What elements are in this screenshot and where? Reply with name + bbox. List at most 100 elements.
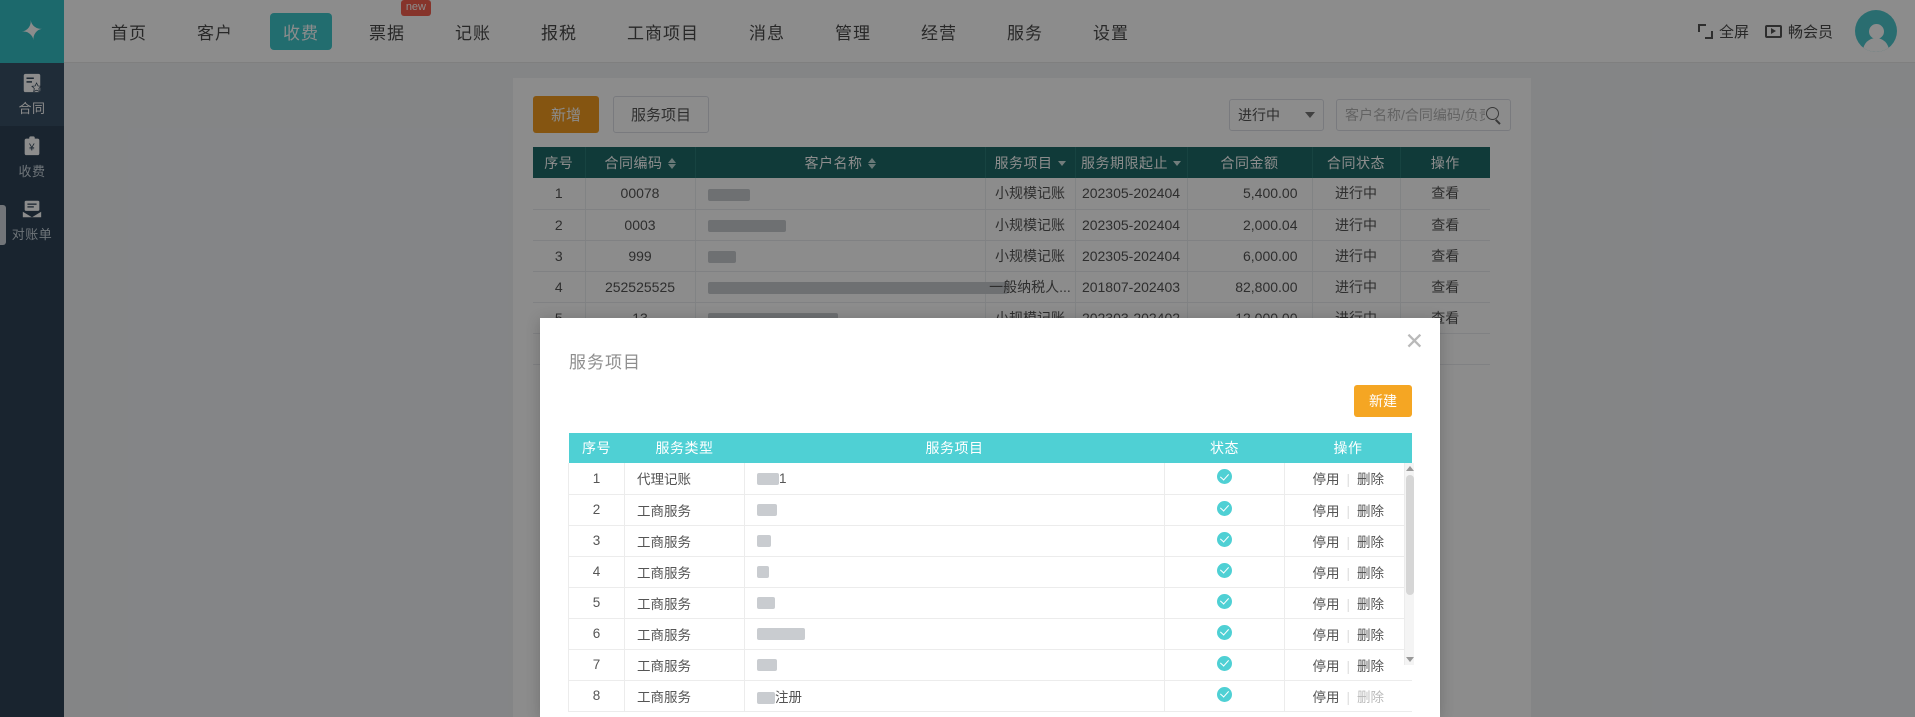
search-icon[interactable] bbox=[1486, 106, 1502, 123]
service-items-body: 1 代理记账 1 停用 | 删除 2 工商服务 停用 | 删除 3 工商服务 停用 | 删除 4 工商服务 停用 | 删… bbox=[568, 463, 1412, 712]
cell-action[interactable]: 查看 bbox=[1400, 271, 1490, 303]
chevron-down-icon[interactable] bbox=[1173, 161, 1181, 167]
disable-link[interactable]: 停用 bbox=[1312, 596, 1340, 612]
col-header-2[interactable]: 客户名称 bbox=[695, 147, 986, 178]
nav-item-0[interactable]: 首页 bbox=[98, 13, 160, 50]
delete-link[interactable]: 删除 bbox=[1357, 534, 1384, 550]
avatar[interactable] bbox=[1855, 10, 1897, 52]
nav-item-11[interactable]: 设置 bbox=[1080, 13, 1142, 50]
disable-link[interactable]: 停用 bbox=[1312, 503, 1340, 519]
col-header-7: 操作 bbox=[1400, 147, 1490, 178]
nav-item-6[interactable]: 工商项目 bbox=[614, 13, 712, 50]
redacted-value bbox=[757, 597, 775, 610]
nav-item-5[interactable]: 报税 bbox=[528, 13, 590, 50]
app-logo[interactable]: ✦ bbox=[0, 0, 64, 63]
view-link[interactable]: 查看 bbox=[1431, 185, 1460, 202]
chevron-down-icon[interactable] bbox=[1057, 161, 1066, 167]
list-item[interactable]: 3 工商服务 停用 | 删除 bbox=[568, 525, 1412, 557]
disable-link[interactable]: 停用 bbox=[1312, 472, 1340, 488]
add-button[interactable]: 新增 bbox=[533, 96, 600, 133]
modal-table-wrap: 序号 服务类型 服务项目 状态 操作 1 代理记账 1 停用 | 删除 2 工商服务 停用 | 删除 3 工商服… bbox=[568, 433, 1414, 712]
new-button[interactable]: 新建 bbox=[1354, 385, 1412, 417]
list-item[interactable]: 5 工商服务 停用 | 删除 bbox=[568, 587, 1412, 619]
redacted-value bbox=[757, 566, 769, 579]
toolbar-right: 进行中 bbox=[1229, 98, 1511, 131]
cell-action[interactable]: 查看 bbox=[1400, 178, 1490, 210]
delete-link[interactable]: 删除 bbox=[1357, 658, 1384, 674]
disable-link[interactable]: 停用 bbox=[1312, 627, 1340, 643]
list-item[interactable]: 6 工商服务 停用 | 删除 bbox=[568, 618, 1412, 650]
view-link[interactable]: 查看 bbox=[1431, 278, 1460, 295]
nav-item-9[interactable]: 经营 bbox=[908, 13, 970, 50]
list-item[interactable]: 2 工商服务 停用 | 删除 bbox=[568, 494, 1412, 526]
col-header-label: 序号 bbox=[544, 154, 574, 171]
modal-title: 服务项目 bbox=[569, 353, 641, 372]
action-separator: | bbox=[1346, 627, 1350, 643]
disable-link[interactable]: 停用 bbox=[1312, 658, 1340, 674]
delete-link[interactable]: 删除 bbox=[1357, 596, 1384, 612]
table-row[interactable]: 1 00078 小规模记账 202305-202404 5,400.00 进行中 查看 bbox=[533, 178, 1490, 210]
cell-service-type: 工商服务 bbox=[624, 556, 745, 588]
search-input[interactable] bbox=[1345, 106, 1485, 123]
table-row[interactable]: 2 0003 小规模记账 202305-202404 2,000.04 进行中 查看 bbox=[533, 209, 1490, 241]
table-row[interactable]: 4 252525525 一般纳税人... 201807-202403 82,800.00… bbox=[533, 271, 1490, 303]
disable-link[interactable]: 停用 bbox=[1312, 565, 1340, 581]
list-item[interactable]: 8 工商服务 注册 停用 | 删除 bbox=[568, 680, 1412, 712]
delete-link[interactable]: 删除 bbox=[1357, 472, 1384, 488]
nav-item-10[interactable]: 服务 bbox=[994, 13, 1056, 50]
status-filter-select[interactable]: 进行中 bbox=[1229, 98, 1324, 131]
member-button[interactable]: 畅会员 bbox=[1764, 21, 1833, 42]
nav-item-7[interactable]: 消息 bbox=[736, 13, 798, 50]
nav-item-8[interactable]: 管理 bbox=[822, 13, 884, 50]
service-items-header-row: 序号 服务类型 服务项目 状态 操作 bbox=[568, 433, 1412, 463]
close-icon[interactable]: ✕ bbox=[1404, 328, 1424, 354]
disable-link[interactable]: 停用 bbox=[1312, 689, 1340, 705]
col-header-label: 客户名称 bbox=[804, 154, 863, 171]
fullscreen-button[interactable]: 全屏 bbox=[1697, 21, 1749, 42]
cell-period: 202305-202404 bbox=[1075, 240, 1188, 272]
delete-link[interactable]: 删除 bbox=[1357, 503, 1384, 519]
list-item[interactable]: 7 工商服务 停用 | 删除 bbox=[568, 649, 1412, 681]
cell-action[interactable]: 查看 bbox=[1400, 209, 1490, 241]
col-header-3[interactable]: 服务项目 bbox=[985, 147, 1076, 178]
sidebar-item-0[interactable]: 合同 bbox=[0, 63, 64, 126]
list-item[interactable]: 4 工商服务 停用 | 删除 bbox=[568, 556, 1412, 588]
col-header-1[interactable]: 合同编码 bbox=[585, 147, 696, 178]
cell-service-item bbox=[744, 618, 1165, 650]
modal-col-header-2: 服务项目 bbox=[744, 433, 1165, 463]
delete-link[interactable]: 删除 bbox=[1357, 689, 1384, 705]
modal-scrollbar[interactable] bbox=[1404, 463, 1414, 665]
sidebar-item-1[interactable]: ¥ 收费 bbox=[0, 126, 64, 189]
disable-link[interactable]: 停用 bbox=[1312, 534, 1340, 550]
sort-arrows-icon[interactable] bbox=[667, 158, 676, 170]
cell-service-item bbox=[744, 587, 1165, 619]
list-item[interactable]: 1 代理记账 1 停用 | 删除 bbox=[568, 463, 1412, 495]
sidebar-item-2[interactable]: 对账单 bbox=[0, 189, 64, 252]
nav-item-1[interactable]: 客户 bbox=[184, 13, 246, 50]
cell-period: 202305-202404 bbox=[1075, 178, 1188, 210]
table-row[interactable]: 3 999 小规模记账 202305-202404 6,000.00 进行中 查看 bbox=[533, 240, 1490, 272]
service-items-button[interactable]: 服务项目 bbox=[613, 96, 710, 133]
top-navigation-bar: ✦ 首页 客户 收费 票据 new 记账 报税 工商项目 消息 管理 经营 服务 设置 全屏 畅会员 bbox=[0, 0, 1915, 63]
delete-link[interactable]: 删除 bbox=[1357, 565, 1384, 581]
top-nav-right: 全屏 畅会员 bbox=[1697, 10, 1915, 52]
col-header-4[interactable]: 服务期限起止 bbox=[1075, 147, 1188, 178]
cell-action[interactable]: 查看 bbox=[1400, 240, 1490, 272]
cell-no: 4 bbox=[533, 271, 586, 303]
scroll-up-icon[interactable] bbox=[1406, 466, 1414, 471]
nav-item-4[interactable]: 记账 bbox=[442, 13, 504, 50]
nav-item-3[interactable]: 票据 new bbox=[356, 0, 431, 50]
view-link[interactable]: 查看 bbox=[1431, 216, 1460, 233]
cell-service-type: 工商服务 bbox=[624, 525, 745, 557]
cell-code: 999 bbox=[585, 240, 696, 272]
nav-item-2[interactable]: 收费 bbox=[270, 12, 332, 50]
sidebar-collapse-handle[interactable] bbox=[0, 205, 6, 245]
cell-actions: 停用 | 删除 bbox=[1284, 680, 1412, 712]
main-menu: 首页 客户 收费 票据 new 记账 报税 工商项目 消息 管理 经营 服务 设置 bbox=[86, 0, 1154, 63]
scrollbar-thumb[interactable] bbox=[1406, 475, 1414, 595]
delete-link[interactable]: 删除 bbox=[1357, 627, 1384, 643]
view-link[interactable]: 查看 bbox=[1431, 247, 1460, 264]
scroll-down-icon[interactable] bbox=[1406, 657, 1414, 662]
search-box[interactable] bbox=[1336, 98, 1511, 131]
sort-arrows-icon[interactable] bbox=[867, 158, 876, 170]
